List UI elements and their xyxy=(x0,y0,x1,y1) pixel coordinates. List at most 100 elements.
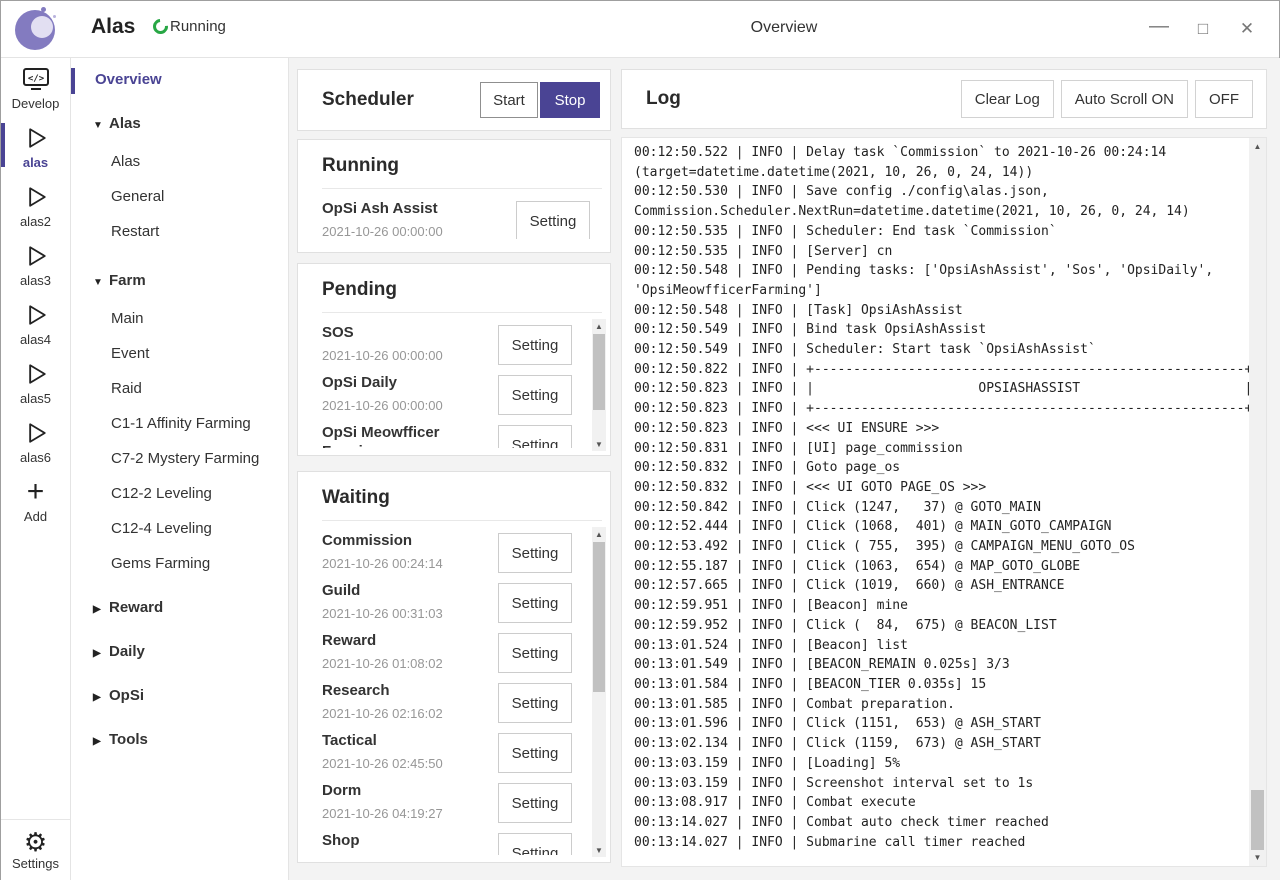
log-line: 00:13:03.159 | INFO | [Loading] 5% xyxy=(634,755,901,771)
minimize-button[interactable]: — xyxy=(1149,14,1169,37)
rail-item-alas5[interactable]: alas5 xyxy=(1,353,70,412)
scroll-down-icon[interactable]: ▼ xyxy=(595,845,603,855)
auto-scroll-off-button[interactable]: OFF xyxy=(1195,80,1253,118)
waiting-card: Waiting Commission 2021-10-26 00:24:14 S… xyxy=(297,471,611,863)
scroll-thumb[interactable] xyxy=(593,334,605,410)
log-line: 00:12:50.535 | INFO | [Server] cn xyxy=(634,243,893,259)
rail-item-label: alas4 xyxy=(19,332,52,347)
log-line: 00:13:08.917 | INFO | Combat execute xyxy=(634,795,916,811)
task-row: Dorm 2021-10-26 04:19:27 Setting xyxy=(298,771,610,823)
setting-button[interactable]: Setting xyxy=(498,683,572,723)
nav-item-alas[interactable]: Alas xyxy=(111,153,141,170)
play-icon xyxy=(22,298,50,332)
rail-item-label: alas xyxy=(22,155,49,170)
task-row: OpSi Daily 2021-10-26 00:00:00 Setting xyxy=(298,363,610,415)
stop-button[interactable]: Stop xyxy=(540,82,600,118)
nav-item-gems-farming[interactable]: Gems Farming xyxy=(111,555,211,572)
task-name: Guild xyxy=(322,582,361,599)
scroll-down-icon[interactable]: ▼ xyxy=(595,439,603,449)
setting-button[interactable]: Setting xyxy=(498,783,572,823)
setting-button[interactable]: Setting xyxy=(498,583,572,623)
scroll-thumb[interactable] xyxy=(1251,790,1264,850)
setting-button[interactable]: Setting xyxy=(498,425,572,448)
setting-button[interactable]: Setting xyxy=(498,375,572,415)
nav-group-alas[interactable]: ▼ Alas xyxy=(93,115,141,132)
maximize-button[interactable]: □ xyxy=(1197,19,1209,38)
rail-item-alas4[interactable]: alas4 xyxy=(1,294,70,353)
start-button[interactable]: Start xyxy=(480,82,538,118)
nav-item-main[interactable]: Main xyxy=(111,310,144,327)
nav-item-c7-2-mystery-farming[interactable]: C7-2 Mystery Farming xyxy=(111,450,260,467)
instance-rail: </> Develop alas alas2 alas3 xyxy=(1,58,71,880)
log-line: 00:12:50.823 | INFO | | OPSIASHASSIST | xyxy=(634,381,1249,397)
running-title: Running xyxy=(322,155,400,176)
nav-group-reward[interactable]: ▶ Reward xyxy=(93,599,164,616)
status-text: Running xyxy=(170,18,226,35)
setting-button[interactable]: Setting xyxy=(498,325,572,365)
nav-item-restart[interactable]: Restart xyxy=(111,223,160,240)
nav-group-daily[interactable]: ▶ Daily xyxy=(93,643,145,660)
play-icon xyxy=(22,180,50,214)
scroll-thumb[interactable] xyxy=(593,542,605,692)
svg-text:</>: </> xyxy=(27,74,44,84)
log-scrollbar[interactable]: ▲ ▼ xyxy=(1249,138,1266,866)
task-time: 2021-10-26 04:19:27 xyxy=(322,806,443,821)
log-line: 00:13:02.134 | INFO | Click (1159, 673) … xyxy=(634,736,1041,752)
task-name: OpSi Ash Assist xyxy=(322,200,438,217)
setting-button[interactable]: Setting xyxy=(516,201,590,239)
add-instance-button[interactable]: + Add xyxy=(1,471,70,530)
rail-item-alas6[interactable]: alas6 xyxy=(1,412,70,471)
nav-group-tools[interactable]: ▶ Tools xyxy=(93,731,148,748)
nav-group-opsi[interactable]: ▶ OpSi xyxy=(93,687,145,704)
auto-scroll-on-button[interactable]: Auto Scroll ON xyxy=(1060,80,1188,118)
task-name: OpSi Meowfficer Farming xyxy=(322,424,440,448)
log-line: 00:12:50.831 | INFO | [UI] page_commissi… xyxy=(634,440,963,456)
rail-item-alas[interactable]: alas xyxy=(1,117,70,176)
app-logo-icon xyxy=(13,6,59,52)
rail-item-alas2[interactable]: alas2 xyxy=(1,176,70,235)
log-line: 00:13:14.027 | INFO | Combat auto check … xyxy=(634,814,1049,830)
task-row: Tactical 2021-10-26 02:45:50 Setting xyxy=(298,721,610,773)
nav-item-raid[interactable]: Raid xyxy=(111,380,142,397)
rail-item-settings[interactable]: ⚙ Settings xyxy=(1,819,70,880)
log-line: 00:12:59.952 | INFO | Click ( 84, 675) @… xyxy=(634,617,1057,633)
nav-item-c1-1-affinity-farming[interactable]: C1-1 Affinity Farming xyxy=(111,415,251,432)
log-line: 00:13:03.159 | INFO | Screenshot interva… xyxy=(634,775,1034,791)
log-line: 00:12:57.665 | INFO | Click (1019, 660) … xyxy=(634,578,1065,594)
clear-log-button[interactable]: Clear Log xyxy=(960,80,1054,118)
content-area: Scheduler Start Stop Running OpSi Ash As… xyxy=(289,58,1280,880)
plus-icon: + xyxy=(26,475,45,508)
window-controls: — □ ✕ xyxy=(1137,1,1269,57)
nav-item-event[interactable]: Event xyxy=(111,345,150,362)
setting-button[interactable]: Setting xyxy=(498,533,572,573)
task-name: Tactical xyxy=(322,732,377,749)
nav-item-general[interactable]: General xyxy=(111,188,165,205)
log-line: 00:13:01.585 | INFO | Combat preparation… xyxy=(634,696,955,712)
setting-button[interactable]: Setting xyxy=(498,833,572,855)
top-bar: Alas Running Overview — □ ✕ xyxy=(1,1,1279,58)
nav-group-farm[interactable]: ▼ Farm xyxy=(93,272,146,289)
task-time: 2021-10-26 02:45:50 xyxy=(322,756,443,771)
scroll-up-icon[interactable]: ▲ xyxy=(1253,142,1262,151)
waiting-scrollbar[interactable]: ▲ ▼ xyxy=(592,527,606,857)
task-name: SOS xyxy=(322,324,354,341)
nav-item-c12-2-leveling[interactable]: C12-2 Leveling xyxy=(111,485,212,502)
nav-item-c12-4-leveling[interactable]: C12-4 Leveling xyxy=(111,520,212,537)
pending-scrollbar[interactable]: ▲ ▼ xyxy=(592,319,606,451)
setting-button[interactable]: Setting xyxy=(498,633,572,673)
rail-item-develop[interactable]: </> Develop xyxy=(1,58,70,117)
task-name: Shop xyxy=(322,832,360,849)
task-row: OpSi Ash Assist 2021-10-26 00:00:00 Sett… xyxy=(298,189,610,239)
chevron-down-icon: ▼ xyxy=(93,277,103,288)
task-time: 2021-10-26 01:08:02 xyxy=(322,656,443,671)
close-button[interactable]: ✕ xyxy=(1239,19,1255,38)
scroll-down-icon[interactable]: ▼ xyxy=(1253,853,1262,862)
task-name: OpSi Daily xyxy=(322,374,398,391)
scroll-up-icon[interactable]: ▲ xyxy=(595,321,603,331)
rail-item-alas3[interactable]: alas3 xyxy=(1,235,70,294)
setting-button[interactable]: Setting xyxy=(498,733,572,773)
task-row: SOS 2021-10-26 00:00:00 Setting xyxy=(298,313,610,365)
nav-item-overview[interactable]: Overview xyxy=(71,58,288,101)
log-line: 00:13:01.549 | INFO | [BEACON_REMAIN 0.0… xyxy=(634,657,1010,673)
scroll-up-icon[interactable]: ▲ xyxy=(595,529,603,539)
